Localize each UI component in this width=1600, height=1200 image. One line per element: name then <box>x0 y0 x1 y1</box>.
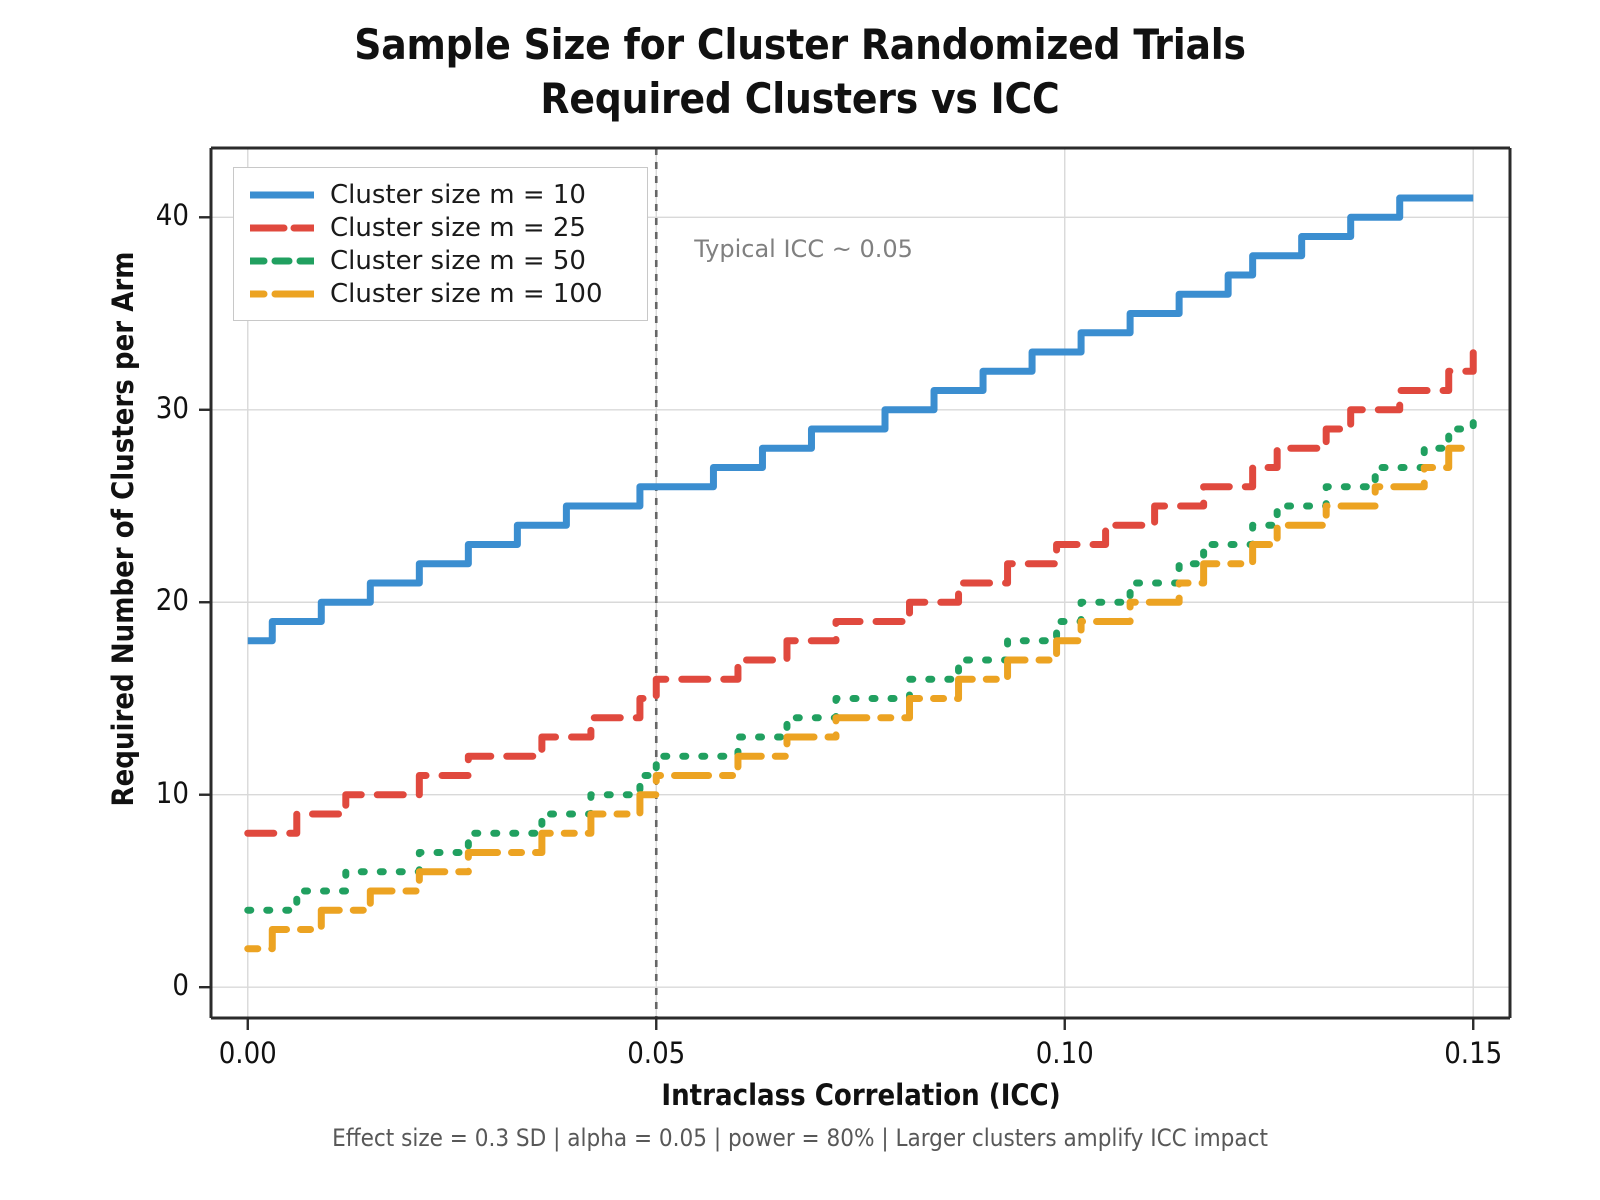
y-tick-label: 40 <box>155 198 189 233</box>
typical-icc-annotation: Typical ICC ~ 0.05 <box>694 235 913 263</box>
chart-title: Sample Size for Cluster Randomized Trial… <box>0 18 1600 126</box>
legend-label: Cluster size m = 50 <box>330 245 586 276</box>
x-tick-label: 0.00 <box>218 1036 277 1070</box>
chart-title-line-1: Sample Size for Cluster Randomized Trial… <box>354 20 1246 69</box>
x-axis-label: Intraclass Correlation (ICC) <box>661 1078 1061 1112</box>
legend-item-2[interactable]: Cluster size m = 25 <box>246 211 647 244</box>
y-tick-label: 20 <box>155 583 189 618</box>
legend-swatch-icon <box>246 218 318 238</box>
x-tick-label: 0.10 <box>1035 1036 1094 1070</box>
series-line-2 <box>244 348 1477 837</box>
x-tick-label: 0.05 <box>627 1036 686 1070</box>
legend-item-4[interactable]: Cluster size m = 100 <box>246 277 647 310</box>
legend-swatch-icon <box>250 185 314 205</box>
legend-label: Cluster size m = 25 <box>330 212 586 243</box>
legend-swatch-icon <box>246 284 318 304</box>
y-tick-label: 30 <box>155 390 189 425</box>
legend-label: Cluster size m = 100 <box>330 278 603 309</box>
chart-caption: Effect size = 0.3 SD | alpha = 0.05 | po… <box>332 1124 1268 1152</box>
legend-label: Cluster size m = 10 <box>330 179 586 210</box>
legend-swatch-icon <box>246 251 318 271</box>
chart-title-line-2: Required Clusters vs ICC <box>540 74 1060 123</box>
y-tick-label: 0 <box>172 968 189 1003</box>
legend-item-3[interactable]: Cluster size m = 50 <box>246 244 647 277</box>
y-tick-label: 10 <box>155 775 189 810</box>
series-line-1 <box>247 194 1474 645</box>
legend-item-1[interactable]: Cluster size m = 10 <box>250 178 647 211</box>
chart-legend: Cluster size m = 10 Cluster size m = 25 Cl… <box>233 167 648 321</box>
series-line-4 <box>244 444 1477 953</box>
x-tick-label: 0.15 <box>1444 1036 1503 1070</box>
